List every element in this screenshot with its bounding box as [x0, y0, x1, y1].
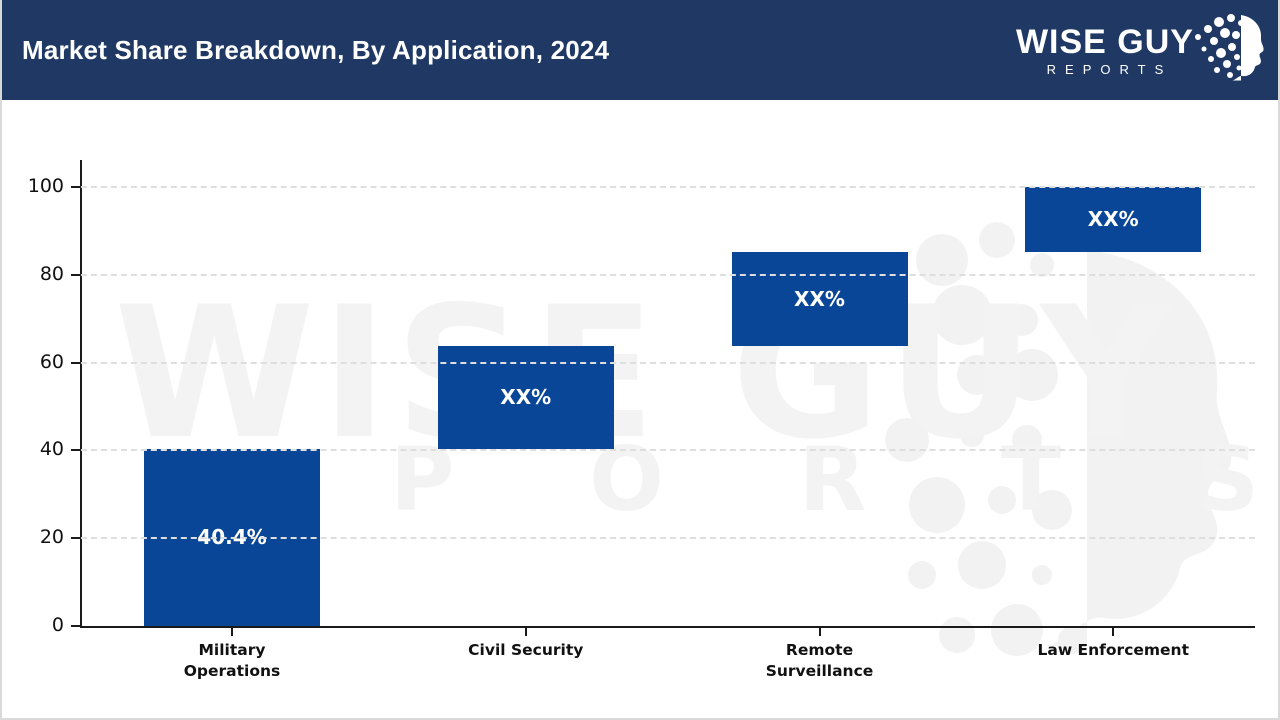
y-axis-line	[80, 160, 82, 628]
brand-name: WISE GUY	[1015, 22, 1194, 61]
y-tick-60	[71, 361, 81, 364]
y-tick-label-0: 0	[51, 614, 64, 636]
y-tick-label-20: 20	[39, 526, 64, 549]
bar-remote-surveillance: XX%	[731, 251, 908, 346]
y-tick-label-60: 60	[39, 350, 64, 373]
gridline-20	[81, 537, 1255, 540]
brand-logo: WISE GUY REPORTS	[1016, 7, 1270, 93]
brand-logo-text: WISE GUY REPORTS	[1016, 25, 1194, 76]
x-category-label-3: Law Enforcement	[1037, 641, 1190, 659]
x-tick-0	[231, 628, 233, 636]
x-tick-2	[818, 628, 821, 636]
y-tick-80	[71, 273, 81, 276]
gridline-60	[81, 361, 1255, 364]
y-tick-0	[71, 625, 81, 627]
gridline-100	[81, 186, 1255, 188]
x-category-label-2: Remote Surveillance	[765, 641, 874, 680]
bar-value-label: XX%	[794, 286, 845, 311]
brand-head-icon	[1195, 14, 1264, 81]
bar-law-enforcement: XX%	[1025, 187, 1202, 252]
x-category-label-0: Military Operations	[183, 641, 281, 680]
x-axis-line	[80, 626, 1255, 628]
gridline-80	[81, 273, 1255, 276]
watermark-text-wiseguy: WISE GUY	[114, 267, 1179, 479]
x-tick-3	[1112, 628, 1115, 636]
gridline-40	[81, 449, 1255, 452]
bar-value-label: XX%	[1087, 207, 1139, 232]
x-category-label-1: Civil Security	[468, 641, 584, 659]
bar-value-label: XX%	[500, 385, 552, 410]
y-tick-label-40: 40	[39, 438, 64, 461]
x-tick-1	[524, 628, 527, 636]
page-title: Market Share Breakdown, By Application, …	[22, 34, 610, 65]
header-bar: Market Share Breakdown, By Application, …	[2, 0, 1278, 100]
brand-subtitle: REPORTS	[1046, 61, 1173, 77]
y-tick-label-80: 80	[39, 262, 64, 285]
y-tick-label-100: 100	[27, 175, 64, 197]
y-tick-40	[71, 449, 81, 452]
y-tick-100	[71, 186, 81, 188]
y-tick-20	[71, 537, 81, 540]
